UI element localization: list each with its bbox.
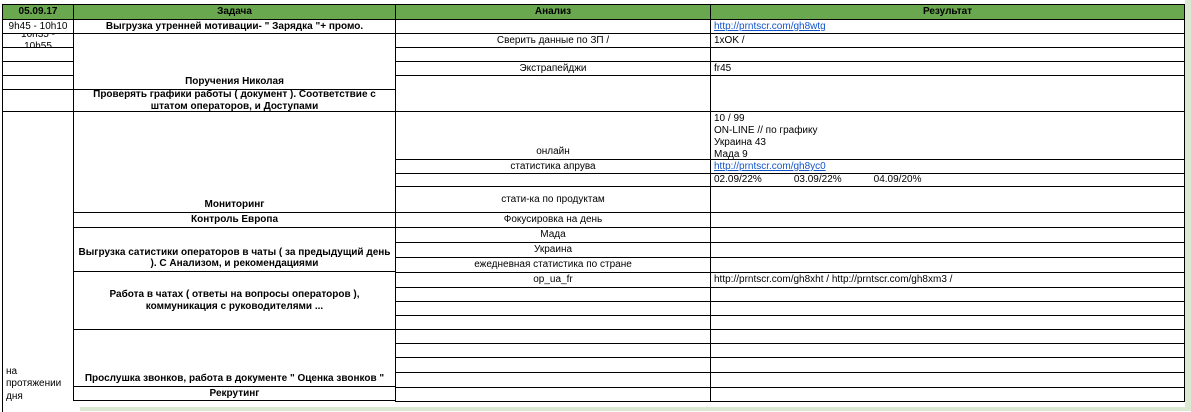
online-line-ukraine: Украина 43 bbox=[714, 137, 766, 148]
online-status-lines: 10 / 99 ON-LINE // по графику Украина 43… bbox=[714, 113, 818, 160]
task-call-listening-cell[interactable]: Прослушка звонков, работа в документе " … bbox=[74, 330, 395, 387]
empty-cell[interactable] bbox=[396, 174, 710, 187]
analysis-product-stats-cell[interactable]: стати-ка по продуктам bbox=[396, 187, 710, 213]
empty-cell[interactable] bbox=[396, 48, 710, 62]
column-time: 05.09.17 9h45 - 10h10 10h35 - 10h55 на п… bbox=[2, 5, 73, 412]
analysis-salary-check-cell[interactable]: Сверить данные по ЗП / bbox=[396, 34, 710, 48]
time-slot-1-cell[interactable]: 9h45 - 10h10 bbox=[3, 20, 73, 34]
analysis-ukraine-cell[interactable]: Украина bbox=[396, 243, 710, 258]
time-slot-2-cell[interactable]: 10h35 - 10h55 bbox=[3, 34, 73, 48]
online-line-schedule: ON-LINE // по графику bbox=[714, 125, 818, 136]
spreadsheet-table: 05.09.17 9h45 - 10h10 10h35 - 10h55 на п… bbox=[2, 4, 1185, 412]
column-task: Задача Выгрузка утренней мотивации- " За… bbox=[73, 5, 395, 401]
empty-cell[interactable] bbox=[711, 388, 1184, 402]
analysis-daily-country-stats-cell[interactable]: ежедневная статистика по стране bbox=[396, 258, 710, 273]
empty-cell[interactable] bbox=[711, 48, 1184, 62]
analysis-mada-cell[interactable]: Мада bbox=[396, 228, 710, 243]
empty-cell[interactable] bbox=[711, 344, 1184, 358]
empty-cell[interactable] bbox=[711, 288, 1184, 302]
empty-cell[interactable] bbox=[396, 76, 710, 112]
percent-value-2: 03.09/22% bbox=[793, 174, 842, 186]
header-analysis-cell[interactable]: Анализ bbox=[396, 5, 710, 20]
online-line-mada: Мада 9 bbox=[714, 149, 748, 160]
empty-cell[interactable] bbox=[711, 358, 1184, 373]
task-chat-work-cell[interactable]: Работа в чатах ( ответы на вопросы опера… bbox=[74, 272, 395, 330]
task-recruiting-cell[interactable]: Рекрутинг bbox=[74, 387, 395, 401]
empty-cell[interactable] bbox=[711, 228, 1184, 243]
percent-value-1: 02.09/22% bbox=[714, 174, 762, 186]
empty-cell[interactable] bbox=[396, 330, 710, 344]
column-result: Результат http://prntscr.com/gh8wtg 1xOK… bbox=[710, 5, 1185, 402]
result-percentages-cell[interactable]: 02.09/22% 03.09/22% 04.09/20% bbox=[711, 174, 1184, 187]
task-monitoring-cell[interactable]: Мониторинг bbox=[74, 112, 395, 213]
header-date-cell[interactable]: 05.09.17 bbox=[3, 5, 73, 20]
empty-cell[interactable] bbox=[396, 388, 710, 402]
prntscr-link[interactable]: http://prntscr.com/gh8yc0 bbox=[714, 160, 826, 172]
analysis-online-cell[interactable]: онлайн bbox=[396, 112, 710, 160]
header-task-cell[interactable]: Задача bbox=[74, 5, 395, 20]
task-operator-stats-upload-cell[interactable]: Выгрузка сатистики операторов в чаты ( з… bbox=[74, 228, 395, 272]
empty-cell[interactable] bbox=[711, 243, 1184, 258]
analysis-extrapages-cell[interactable]: Экстрапейджи bbox=[396, 62, 710, 76]
task-europe-control-cell[interactable]: Контроль Европа bbox=[74, 213, 395, 228]
empty-cell[interactable] bbox=[711, 330, 1184, 344]
header-result-cell[interactable]: Результат bbox=[711, 5, 1184, 20]
empty-cell[interactable] bbox=[396, 302, 710, 316]
percent-value-3: 04.09/20% bbox=[873, 174, 922, 186]
empty-cell[interactable] bbox=[396, 20, 710, 34]
analysis-approve-stats-cell[interactable]: статистика апрува bbox=[396, 160, 710, 174]
empty-cell[interactable] bbox=[711, 213, 1184, 228]
sheet-background-bottom bbox=[80, 407, 1185, 411]
empty-cell[interactable] bbox=[3, 76, 73, 90]
empty-cell[interactable] bbox=[396, 373, 710, 388]
analysis-day-focus-cell[interactable]: Фокусировка на день bbox=[396, 213, 710, 228]
empty-cell[interactable] bbox=[396, 316, 710, 330]
empty-cell[interactable] bbox=[396, 344, 710, 358]
empty-cell[interactable] bbox=[711, 187, 1184, 213]
result-salary-ok-cell[interactable]: 1xOK / bbox=[711, 34, 1184, 48]
result-morning-link-cell[interactable]: http://prntscr.com/gh8wtg bbox=[711, 20, 1184, 34]
prntscr-link[interactable]: http://prntscr.com/gh8wtg bbox=[714, 20, 826, 32]
empty-cell[interactable] bbox=[396, 358, 710, 373]
empty-cell[interactable] bbox=[3, 48, 73, 62]
analysis-op-ua-fr-cell[interactable]: op_ua_fr bbox=[396, 273, 710, 288]
task-check-schedules-cell[interactable]: Проверять графики работы ( документ ). С… bbox=[74, 90, 395, 112]
result-online-status-cell[interactable]: 10 / 99 ON-LINE // по графику Украина 43… bbox=[711, 112, 1184, 160]
empty-cell[interactable] bbox=[396, 288, 710, 302]
column-analysis: Анализ Сверить данные по ЗП / Экстрапейд… bbox=[395, 5, 710, 402]
empty-cell[interactable] bbox=[711, 258, 1184, 273]
task-morning-motivation-cell[interactable]: Выгрузка утренней мотивации- " Зарядка "… bbox=[74, 20, 395, 34]
empty-cell[interactable] bbox=[3, 90, 73, 112]
empty-cell[interactable] bbox=[711, 76, 1184, 112]
online-line-ratio: 10 / 99 bbox=[714, 113, 745, 124]
empty-cell[interactable] bbox=[711, 302, 1184, 316]
result-approve-link-cell[interactable]: http://prntscr.com/gh8yc0 bbox=[711, 160, 1184, 174]
result-extrapages-cell[interactable]: fr45 bbox=[711, 62, 1184, 76]
result-op-ua-fr-links-cell[interactable]: http://prntscr.com/gh8xht / http://prnts… bbox=[711, 273, 1184, 288]
time-footer-cell[interactable]: на протяжении дня bbox=[6, 365, 62, 402]
empty-cell[interactable] bbox=[3, 62, 73, 76]
task-nikolay-errands-cell[interactable]: Поручения Николая bbox=[74, 34, 395, 90]
sheet-background-right bbox=[1185, 0, 1191, 411]
empty-cell[interactable] bbox=[711, 373, 1184, 388]
empty-cell[interactable] bbox=[711, 316, 1184, 330]
